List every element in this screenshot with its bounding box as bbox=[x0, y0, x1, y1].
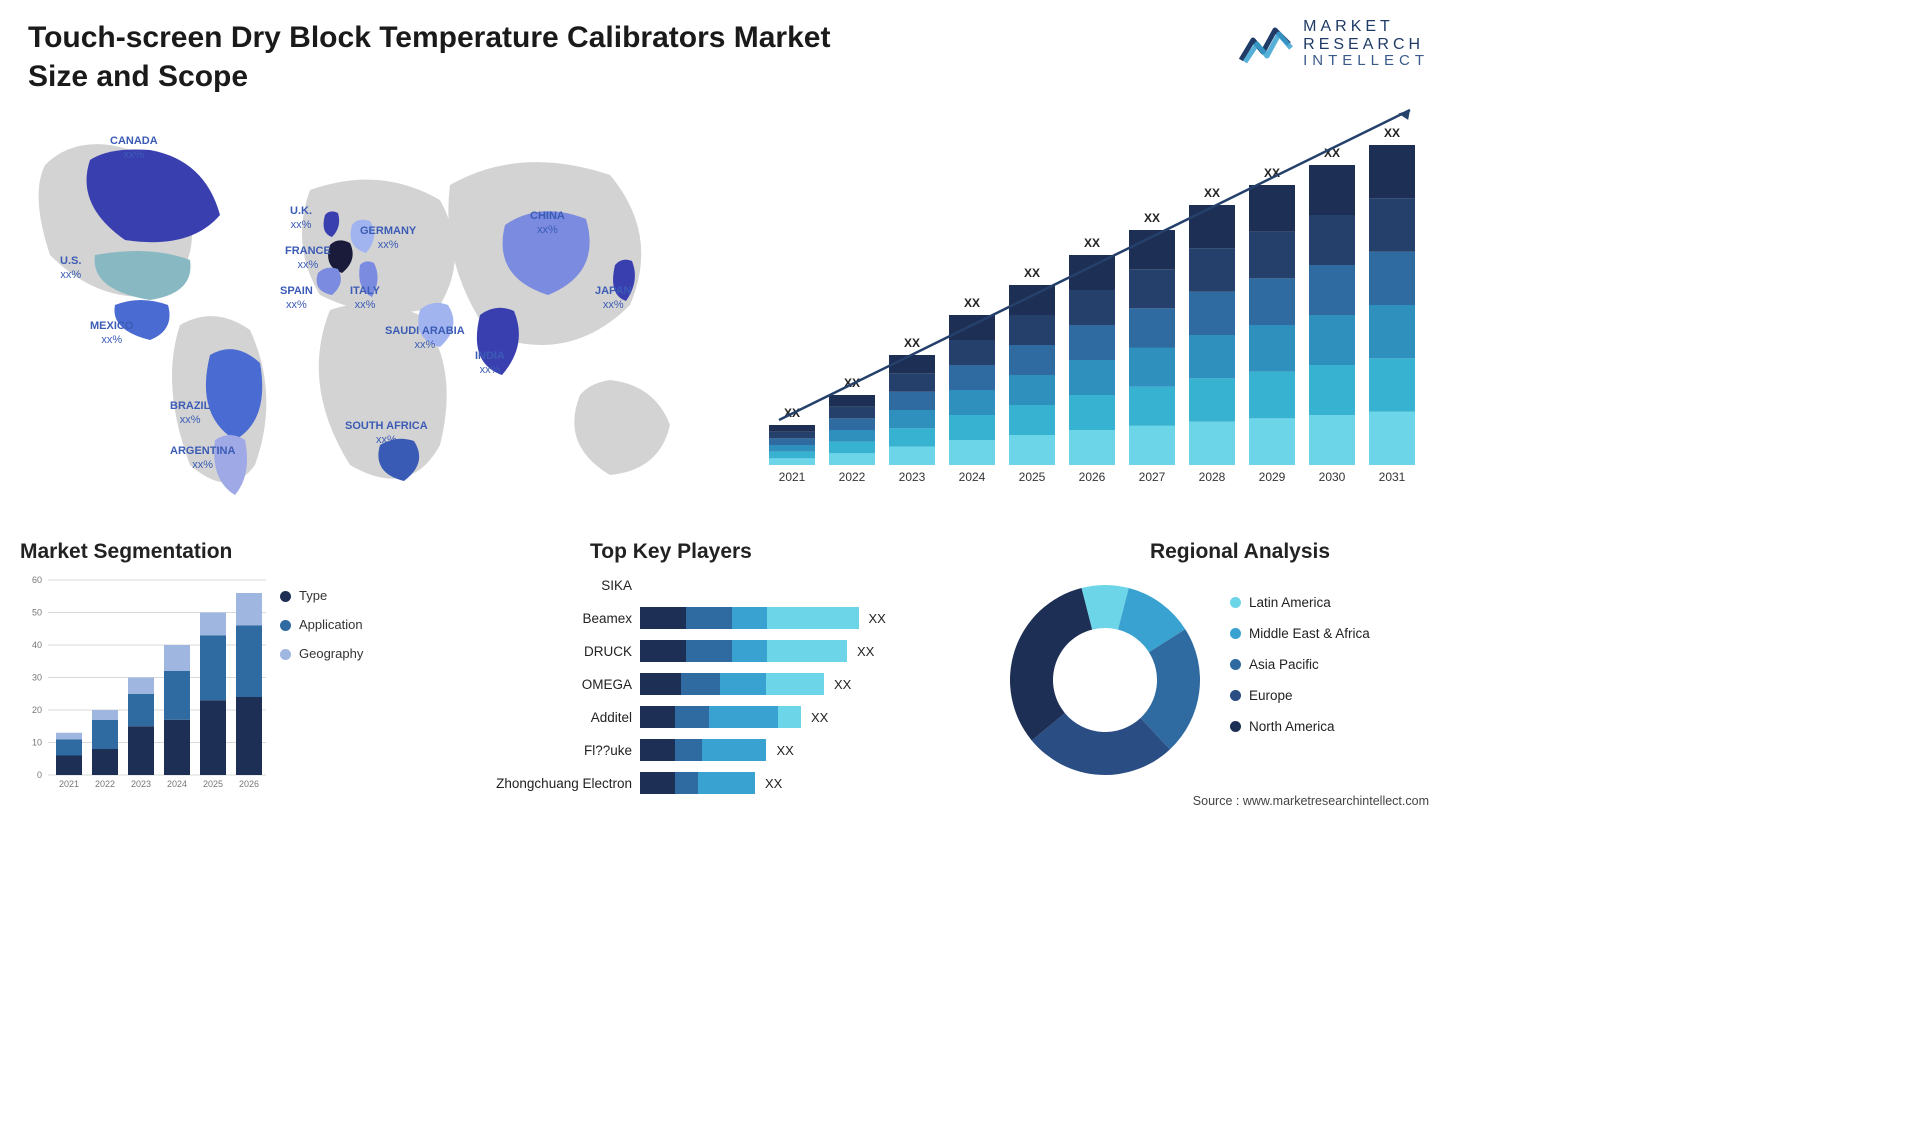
player-row: Fl??uke XX bbox=[490, 737, 970, 763]
svg-text:2022: 2022 bbox=[839, 470, 866, 484]
svg-text:0: 0 bbox=[37, 770, 42, 780]
segmentation-title: Market Segmentation bbox=[20, 540, 450, 564]
logo-text: MARKET RESEARCH INTELLECT bbox=[1303, 18, 1429, 70]
svg-text:30: 30 bbox=[32, 673, 42, 683]
map-label-france: FRANCExx% bbox=[285, 245, 331, 273]
player-name: Additel bbox=[490, 710, 640, 725]
svg-text:20: 20 bbox=[32, 705, 42, 715]
map-label-southafrica: SOUTH AFRICAxx% bbox=[345, 420, 428, 448]
segmentation-chart: 0 10 20 30 40 50 60 2021 2022 2023 2024 2025 2026 bbox=[20, 572, 270, 797]
svg-text:60: 60 bbox=[32, 575, 42, 585]
source-label: Source : www.marketresearchintellect.com bbox=[1193, 794, 1429, 808]
map-label-canada: CANADAxx% bbox=[110, 135, 158, 163]
map-label-saudiarabia: SAUDI ARABIAxx% bbox=[385, 325, 465, 353]
player-bar bbox=[640, 772, 755, 794]
svg-text:2026: 2026 bbox=[1079, 470, 1106, 484]
map-label-china: CHINAxx% bbox=[530, 210, 565, 238]
svg-text:2021: 2021 bbox=[779, 470, 806, 484]
player-bar bbox=[640, 640, 847, 662]
player-name: SIKA bbox=[490, 578, 640, 593]
map-label-germany: GERMANYxx% bbox=[360, 225, 416, 253]
svg-text:2025: 2025 bbox=[203, 779, 223, 789]
map-label-argentina: ARGENTINAxx% bbox=[170, 445, 235, 473]
player-value: XX bbox=[765, 776, 782, 791]
regional-donut bbox=[1005, 580, 1205, 780]
player-row: Zhongchuang Electron XX bbox=[490, 770, 970, 796]
regional-legend: Latin America Middle East & Africa Asia Pa… bbox=[1230, 595, 1370, 750]
svg-text:2031: 2031 bbox=[1379, 470, 1406, 484]
svg-text:2026: 2026 bbox=[239, 779, 259, 789]
svg-text:2024: 2024 bbox=[167, 779, 187, 789]
svg-text:XX: XX bbox=[1384, 126, 1400, 140]
player-value: XX bbox=[776, 743, 793, 758]
regional-legend-item: North America bbox=[1230, 719, 1370, 734]
player-name: DRUCK bbox=[490, 644, 640, 659]
key-players-title: Top Key Players bbox=[590, 540, 970, 564]
regional-legend-item: Europe bbox=[1230, 688, 1370, 703]
world-map: CANADAxx% U.S.xx% MEXICOxx% BRAZILxx% ARGENT… bbox=[20, 105, 700, 515]
player-bar bbox=[640, 739, 766, 761]
svg-text:2021: 2021 bbox=[59, 779, 79, 789]
svg-text:2022: 2022 bbox=[95, 779, 115, 789]
segmentation-section: Market Segmentation 0 10 20 30 40 50 60 2021 202… bbox=[20, 540, 450, 797]
player-row: OMEGA XX bbox=[490, 671, 970, 697]
player-bar bbox=[640, 607, 859, 629]
player-value: XX bbox=[811, 710, 828, 725]
market-size-chart: XX 2021 XX 2022 XX 2023 XX 2024 XX 2025 XX 2026 XX 20… bbox=[734, 105, 1424, 500]
svg-text:40: 40 bbox=[32, 640, 42, 650]
svg-text:XX: XX bbox=[964, 296, 980, 310]
svg-text:2030: 2030 bbox=[1319, 470, 1346, 484]
map-label-japan: JAPANxx% bbox=[595, 285, 631, 313]
regional-legend-item: Latin America bbox=[1230, 595, 1370, 610]
logo-mark-icon bbox=[1239, 22, 1293, 66]
svg-text:XX: XX bbox=[1204, 186, 1220, 200]
brand-logo: MARKET RESEARCH INTELLECT bbox=[1239, 18, 1429, 70]
seg-legend-item: Application bbox=[280, 617, 363, 632]
svg-text:XX: XX bbox=[1024, 266, 1040, 280]
svg-text:10: 10 bbox=[32, 738, 42, 748]
regional-title: Regional Analysis bbox=[1040, 540, 1440, 564]
svg-text:2025: 2025 bbox=[1019, 470, 1046, 484]
player-name: Zhongchuang Electron bbox=[490, 776, 640, 791]
page-title: Touch-screen Dry Block Temperature Calib… bbox=[28, 18, 848, 96]
map-label-brazil: BRAZILxx% bbox=[170, 400, 210, 428]
svg-text:XX: XX bbox=[904, 336, 920, 350]
map-label-mexico: MEXICOxx% bbox=[90, 320, 133, 348]
segmentation-legend: Type Application Geography bbox=[280, 588, 363, 675]
svg-text:2029: 2029 bbox=[1259, 470, 1286, 484]
player-name: OMEGA bbox=[490, 677, 640, 692]
player-row: DRUCK XX bbox=[490, 638, 970, 664]
regional-legend-item: Middle East & Africa bbox=[1230, 626, 1370, 641]
svg-text:50: 50 bbox=[32, 608, 42, 618]
map-label-us: U.S.xx% bbox=[60, 255, 81, 283]
svg-text:2028: 2028 bbox=[1199, 470, 1226, 484]
player-name: Fl??uke bbox=[490, 743, 640, 758]
player-value: XX bbox=[869, 611, 886, 626]
key-players-list: SIKABeamexXXDRUCKXXOMEGAXXAdditelXXFl??u… bbox=[490, 572, 970, 796]
map-label-uk: U.K.xx% bbox=[290, 205, 312, 233]
svg-text:2023: 2023 bbox=[131, 779, 151, 789]
seg-legend-item: Type bbox=[280, 588, 363, 603]
player-name: Beamex bbox=[490, 611, 640, 626]
player-value: XX bbox=[834, 677, 851, 692]
key-players-section: Top Key Players SIKABeamexXXDRUCKXXOMEGA… bbox=[490, 540, 970, 803]
player-bar bbox=[640, 673, 824, 695]
player-bar bbox=[640, 706, 801, 728]
player-row: SIKA bbox=[490, 572, 970, 598]
map-label-italy: ITALYxx% bbox=[350, 285, 380, 313]
svg-text:2027: 2027 bbox=[1139, 470, 1166, 484]
svg-text:XX: XX bbox=[1084, 236, 1100, 250]
map-label-spain: SPAINxx% bbox=[280, 285, 313, 313]
svg-text:2024: 2024 bbox=[959, 470, 986, 484]
seg-legend-item: Geography bbox=[280, 646, 363, 661]
regional-section: Regional Analysis bbox=[1000, 540, 1440, 572]
player-row: Additel XX bbox=[490, 704, 970, 730]
svg-text:XX: XX bbox=[1144, 211, 1160, 225]
map-label-india: INDIAxx% bbox=[475, 350, 505, 378]
regional-legend-item: Asia Pacific bbox=[1230, 657, 1370, 672]
player-value: XX bbox=[857, 644, 874, 659]
svg-text:2023: 2023 bbox=[899, 470, 926, 484]
player-row: Beamex XX bbox=[490, 605, 970, 631]
